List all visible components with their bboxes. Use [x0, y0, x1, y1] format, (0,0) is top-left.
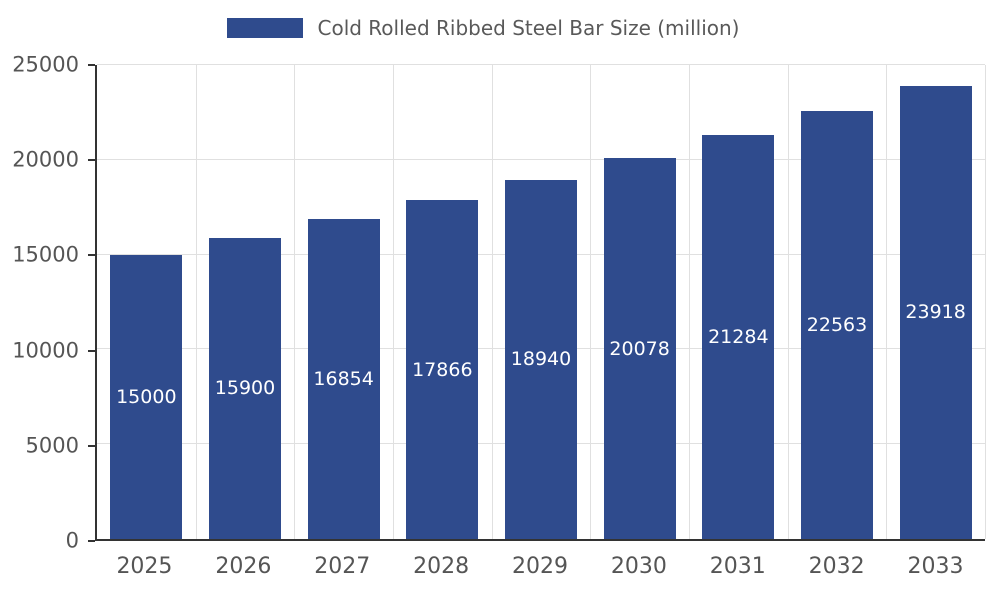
bar-2031: 21284 — [702, 135, 775, 539]
y-axis-tick-mark — [88, 349, 95, 352]
gridline-vertical — [590, 65, 592, 539]
bar-2030: 20078 — [603, 158, 676, 539]
y-axis-tick-label: 15000 — [12, 242, 79, 267]
plot-area: 15000 15900 16854 17866 18940 20078 21284 22563… — [95, 64, 986, 541]
bar-value-label: 21284 — [708, 326, 769, 349]
bar-2032: 22563 — [800, 111, 873, 539]
y-axis-tick-mark — [88, 159, 95, 162]
bar-value-label: 15900 — [214, 377, 276, 400]
y-axis-tick-label: 10000 — [12, 338, 79, 363]
bar-value-label: 20078 — [609, 337, 670, 360]
bar-2025: 15000 — [110, 254, 183, 539]
bar-2028: 17866 — [406, 200, 479, 539]
y-axis-tick-mark — [88, 540, 95, 542]
bar-value-label: 18940 — [510, 348, 572, 371]
bar-value-label: 22563 — [806, 314, 868, 337]
gridline-vertical — [195, 65, 197, 539]
y-axis-tick-label: 25000 — [12, 52, 79, 77]
chart-title: Cold Rolled Ribbed Steel Bar Size (milli… — [317, 16, 740, 40]
gridline-vertical — [886, 65, 888, 539]
y-axis-tick-label: 0 — [65, 528, 79, 553]
bar-2026: 15900 — [208, 237, 281, 539]
gridline-vertical — [787, 65, 789, 539]
x-axis-tick-label: 2031 — [709, 554, 766, 579]
x-axis: 2025 2026 2027 2028 2029 2030 2031 2032 2033 — [95, 549, 985, 589]
bar-value-label: 16854 — [313, 368, 374, 391]
legend-color-swatch — [226, 18, 303, 38]
y-axis: 0 5000 10000 15000 20000 25000 — [0, 54, 95, 551]
x-axis-tick-label: 2029 — [512, 554, 568, 579]
x-axis-tick-label: 2033 — [907, 554, 964, 579]
y-axis-tick-mark — [88, 444, 95, 447]
x-axis-tick-label: 2028 — [413, 554, 470, 579]
x-axis-tick-label: 2025 — [116, 554, 173, 579]
x-axis-tick-label: 2026 — [215, 554, 272, 579]
gridline-vertical — [491, 65, 493, 539]
x-axis-tick-label: 2027 — [314, 554, 371, 579]
gridline-horizontal — [97, 64, 985, 65]
bar-value-label: 15000 — [116, 385, 177, 408]
bar-value-label: 23918 — [905, 301, 966, 324]
y-axis-tick-label: 20000 — [12, 147, 79, 172]
gridline-vertical — [392, 65, 394, 539]
gridline-horizontal — [97, 158, 985, 160]
x-axis-tick-label: 2032 — [808, 554, 865, 579]
bar-value-label: 17866 — [412, 358, 473, 381]
bar-2029: 18940 — [504, 179, 577, 539]
gridline-vertical — [985, 65, 986, 539]
gridline-vertical — [294, 65, 296, 539]
y-axis-tick-mark — [88, 64, 95, 66]
gridline-vertical — [688, 65, 690, 539]
legend-item[interactable]: Cold Rolled Ribbed Steel Bar Size (milli… — [226, 16, 740, 40]
y-axis-tick-mark — [88, 254, 95, 257]
bar-2027: 16854 — [307, 219, 380, 539]
legend: Cold Rolled Ribbed Steel Bar Size (milli… — [0, 16, 1000, 40]
bar-2033: 23918 — [899, 85, 972, 539]
y-axis-tick-label: 5000 — [25, 433, 79, 458]
x-axis-tick-label: 2030 — [610, 554, 667, 579]
